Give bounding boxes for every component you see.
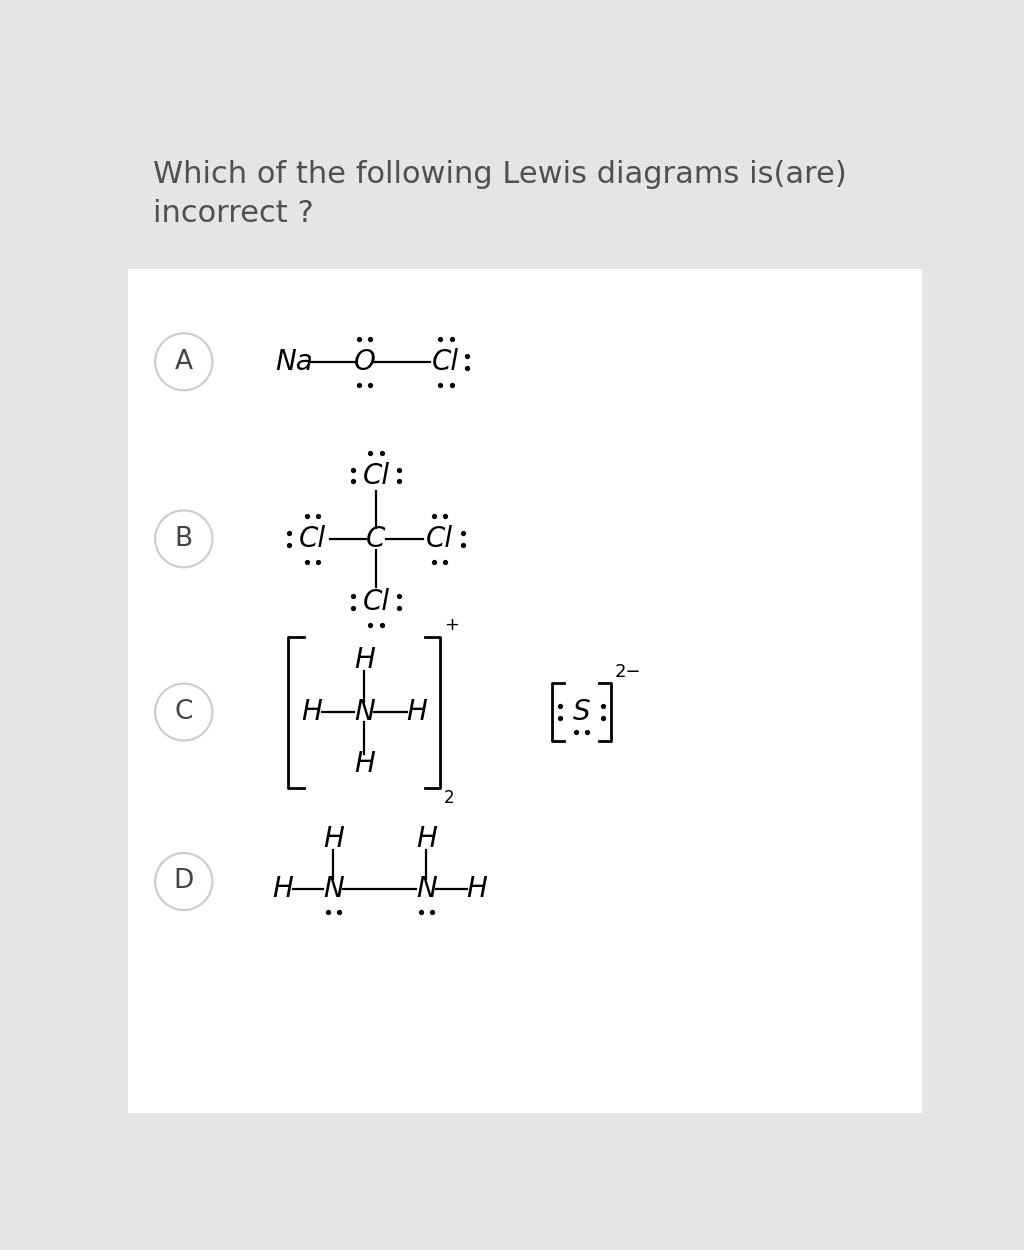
- Text: H: H: [354, 646, 375, 674]
- Text: Cl: Cl: [362, 461, 389, 490]
- Text: Na: Na: [275, 348, 313, 376]
- Text: H: H: [416, 825, 437, 854]
- Text: incorrect ?: incorrect ?: [153, 199, 313, 228]
- Text: H: H: [354, 750, 375, 779]
- Text: Which of the following Lewis diagrams is(are): Which of the following Lewis diagrams is…: [153, 160, 847, 189]
- Text: N: N: [323, 875, 344, 904]
- Text: H: H: [272, 875, 294, 904]
- Text: D: D: [174, 869, 194, 895]
- Text: H: H: [301, 698, 323, 726]
- Text: O: O: [353, 348, 376, 376]
- Text: +: +: [444, 616, 459, 634]
- Text: B: B: [175, 526, 193, 551]
- Text: H: H: [466, 875, 487, 904]
- Text: Cl: Cl: [426, 525, 453, 552]
- Text: A: A: [175, 349, 193, 375]
- Text: H: H: [407, 698, 427, 726]
- Text: C: C: [175, 699, 193, 725]
- Text: 2: 2: [443, 789, 454, 808]
- Text: Cl: Cl: [432, 348, 460, 376]
- Text: H: H: [323, 825, 344, 854]
- Text: C: C: [367, 525, 386, 552]
- Text: N: N: [416, 875, 437, 904]
- Text: N: N: [354, 698, 375, 726]
- Text: Cl: Cl: [362, 588, 389, 616]
- Text: Cl: Cl: [299, 525, 326, 552]
- Text: 2−: 2−: [614, 664, 641, 681]
- FancyBboxPatch shape: [128, 269, 922, 1112]
- Text: S: S: [572, 698, 590, 726]
